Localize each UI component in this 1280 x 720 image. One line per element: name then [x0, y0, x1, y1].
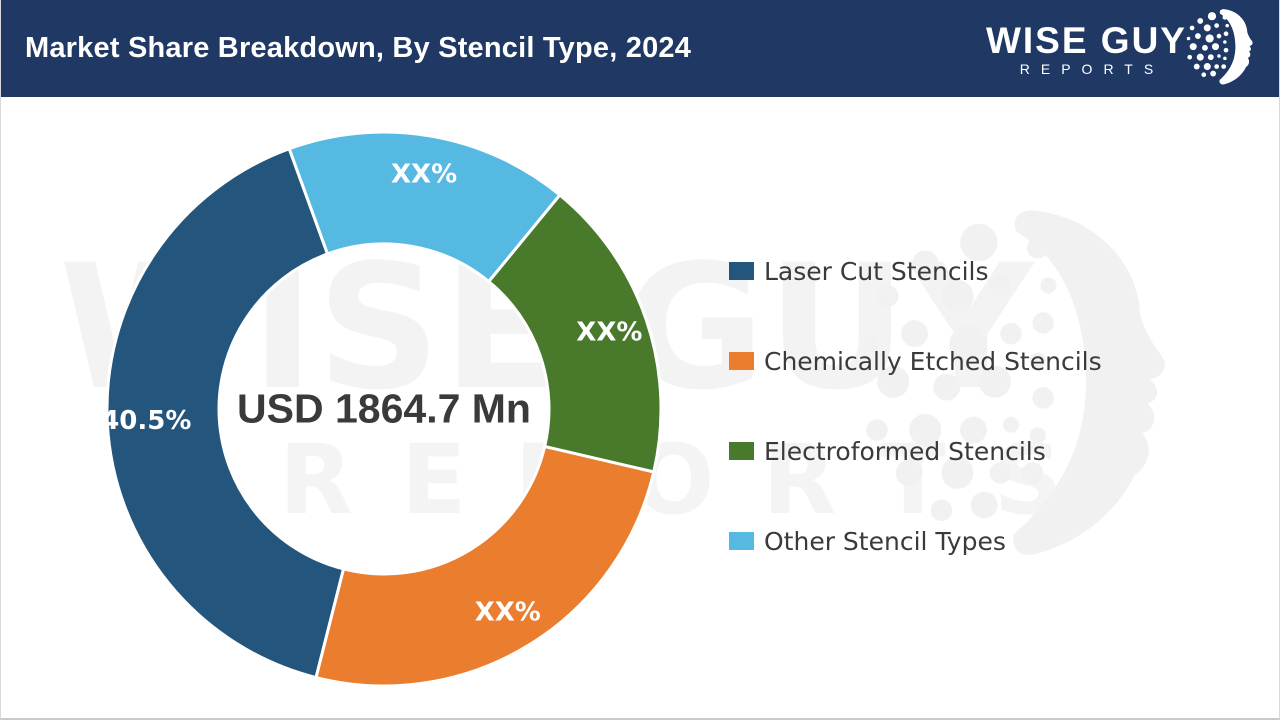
header: Market Share Breakdown, By Stencil Type,…: [1, 0, 1279, 97]
legend: Laser Cut Stencils Chemically Etched Sten…: [729, 254, 1102, 558]
legend-label: Laser Cut Stencils: [764, 256, 989, 286]
logo-wordmark-line1: WISE GUY: [985, 19, 1187, 61]
slice-label-electroformed-stencils: XX%: [576, 318, 642, 348]
legend-label: Other Stencil Types: [764, 526, 1006, 556]
legend-swatch: [729, 352, 754, 370]
legend-swatch: [729, 442, 754, 460]
legend-swatch: [729, 532, 754, 550]
donut-segment-chemically-etched-stencils: [314, 444, 656, 688]
legend-item-other-stencil-types: Other Stencil Types: [729, 524, 1102, 558]
slice-label-other-stencil-types: XX%: [391, 159, 457, 189]
legend-label: Chemically Etched Stencils: [764, 346, 1102, 376]
donut-center-value: USD 1864.7 Mn: [237, 385, 531, 432]
donut-segment-other-stencil-types: [287, 130, 562, 283]
donut-segment-laser-cut-stencils: [105, 147, 346, 680]
slice-label-chemically-etched-stencils: XX%: [475, 597, 541, 627]
donut-segment-electroformed-stencils: [487, 193, 663, 474]
legend-swatch: [729, 262, 754, 280]
legend-label: Electroformed Stencils: [764, 436, 1046, 466]
page-title: Market Share Breakdown, By Stencil Type,…: [25, 32, 692, 64]
logo-face-icon: [1183, 8, 1255, 90]
slice-label-laser-cut-stencils: 40.5%: [101, 406, 191, 436]
legend-item-laser-cut-stencils: Laser Cut Stencils: [729, 254, 1102, 288]
logo-wordmark: WISE GUY REPORTS: [986, 22, 1187, 76]
legend-item-chemically-etched-stencils: Chemically Etched Stencils: [729, 344, 1102, 378]
logo-wordmark-line2: REPORTS: [1019, 60, 1165, 77]
logo: WISE GUY REPORTS: [986, 8, 1255, 90]
legend-item-electroformed-stencils: Electroformed Stencils: [729, 434, 1102, 468]
